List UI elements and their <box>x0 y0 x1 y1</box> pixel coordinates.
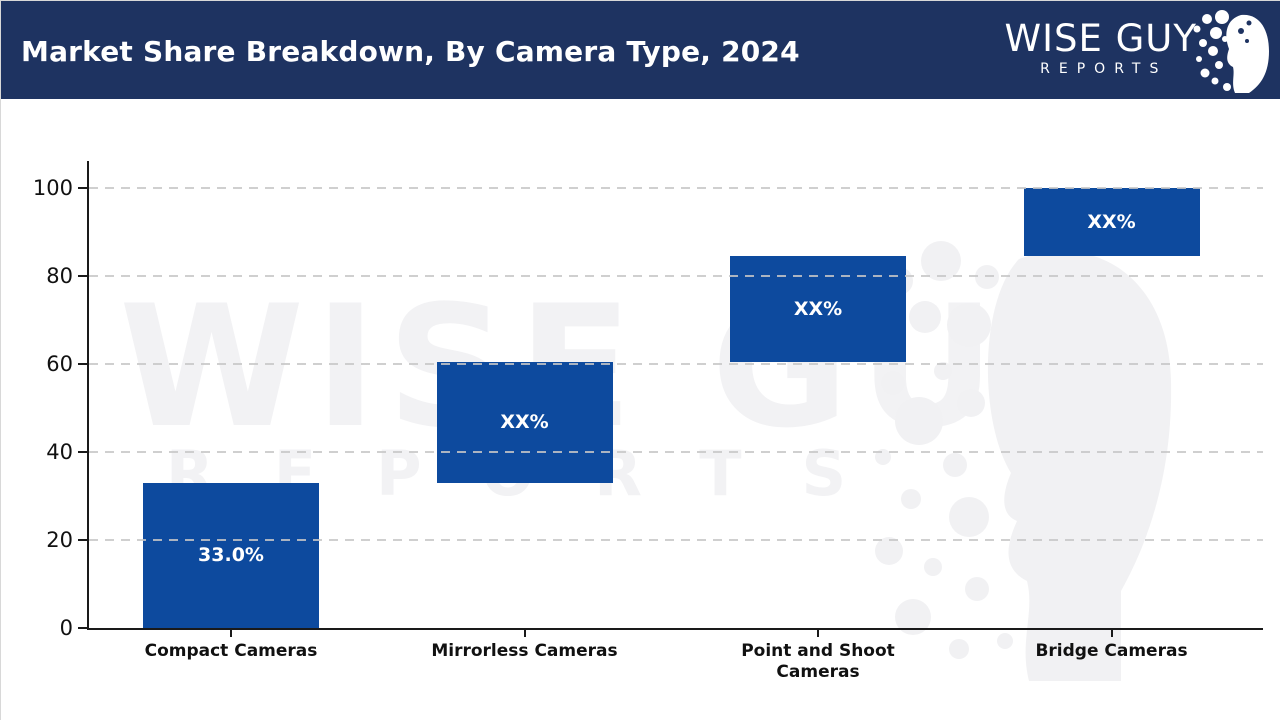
y-gridline <box>89 187 1263 189</box>
bar-segment <box>143 482 319 628</box>
bar-segment <box>436 361 613 483</box>
x-category-label: Compact Cameras <box>144 641 318 661</box>
header: Market Share Breakdown, By Camera Type, … <box>1 1 1280 99</box>
bar-value-label: XX% <box>500 411 549 434</box>
bar-value-label: XX% <box>793 298 843 320</box>
y-axis-line <box>87 161 89 630</box>
bar-value-label: 33.0% <box>198 544 264 567</box>
logo-wordmark-line2: REPORTS <box>1040 60 1168 77</box>
x-tick-mark <box>523 630 526 637</box>
wise-guy-logo: WISE GUY REPORTS <box>1005 5 1269 97</box>
y-tick-mark <box>78 539 87 541</box>
chart-canvas: WISE GUY REPORTS 33.0%XX%XX%XX% <box>1 99 1280 721</box>
y-tick-mark <box>78 451 87 453</box>
logo-wordmark-line1: WISE GUY <box>1004 17 1197 60</box>
y-gridline <box>89 539 1263 541</box>
bar-segment <box>1023 188 1200 257</box>
y-tick-label: 20 <box>46 528 73 552</box>
x-category-label: Bridge Cameras <box>1035 641 1188 661</box>
x-category-label: Point and Shoot Cameras <box>741 641 895 683</box>
y-tick-mark <box>78 275 87 277</box>
y-tick-mark <box>78 187 87 189</box>
logo-head-icon <box>1193 10 1269 94</box>
y-tick-label: 60 <box>46 352 73 376</box>
y-tick-label: 40 <box>46 440 73 464</box>
y-tick-label: 80 <box>46 264 73 288</box>
y-gridline <box>89 275 1263 277</box>
x-tick-mark <box>230 630 232 637</box>
y-gridline <box>89 363 1263 365</box>
x-tick-mark <box>817 630 819 637</box>
x-category-label: Mirrorless Cameras <box>431 641 618 661</box>
watermark-text-line1: WISE GUY <box>119 269 1138 465</box>
logo-wordmark: WISE GUY REPORTS <box>1004 17 1197 77</box>
bar-segment <box>730 256 906 362</box>
y-gridline <box>89 451 1263 453</box>
y-tick-label: 0 <box>59 616 73 640</box>
bar-value-label: XX% <box>1087 211 1136 234</box>
page-title: Market Share Breakdown, By Camera Type, … <box>21 35 800 68</box>
x-tick-mark <box>1110 630 1113 637</box>
x-axis-line <box>87 628 1263 630</box>
y-tick-mark <box>78 627 87 629</box>
y-tick-label: 100 <box>32 176 73 200</box>
y-tick-mark <box>78 363 87 365</box>
